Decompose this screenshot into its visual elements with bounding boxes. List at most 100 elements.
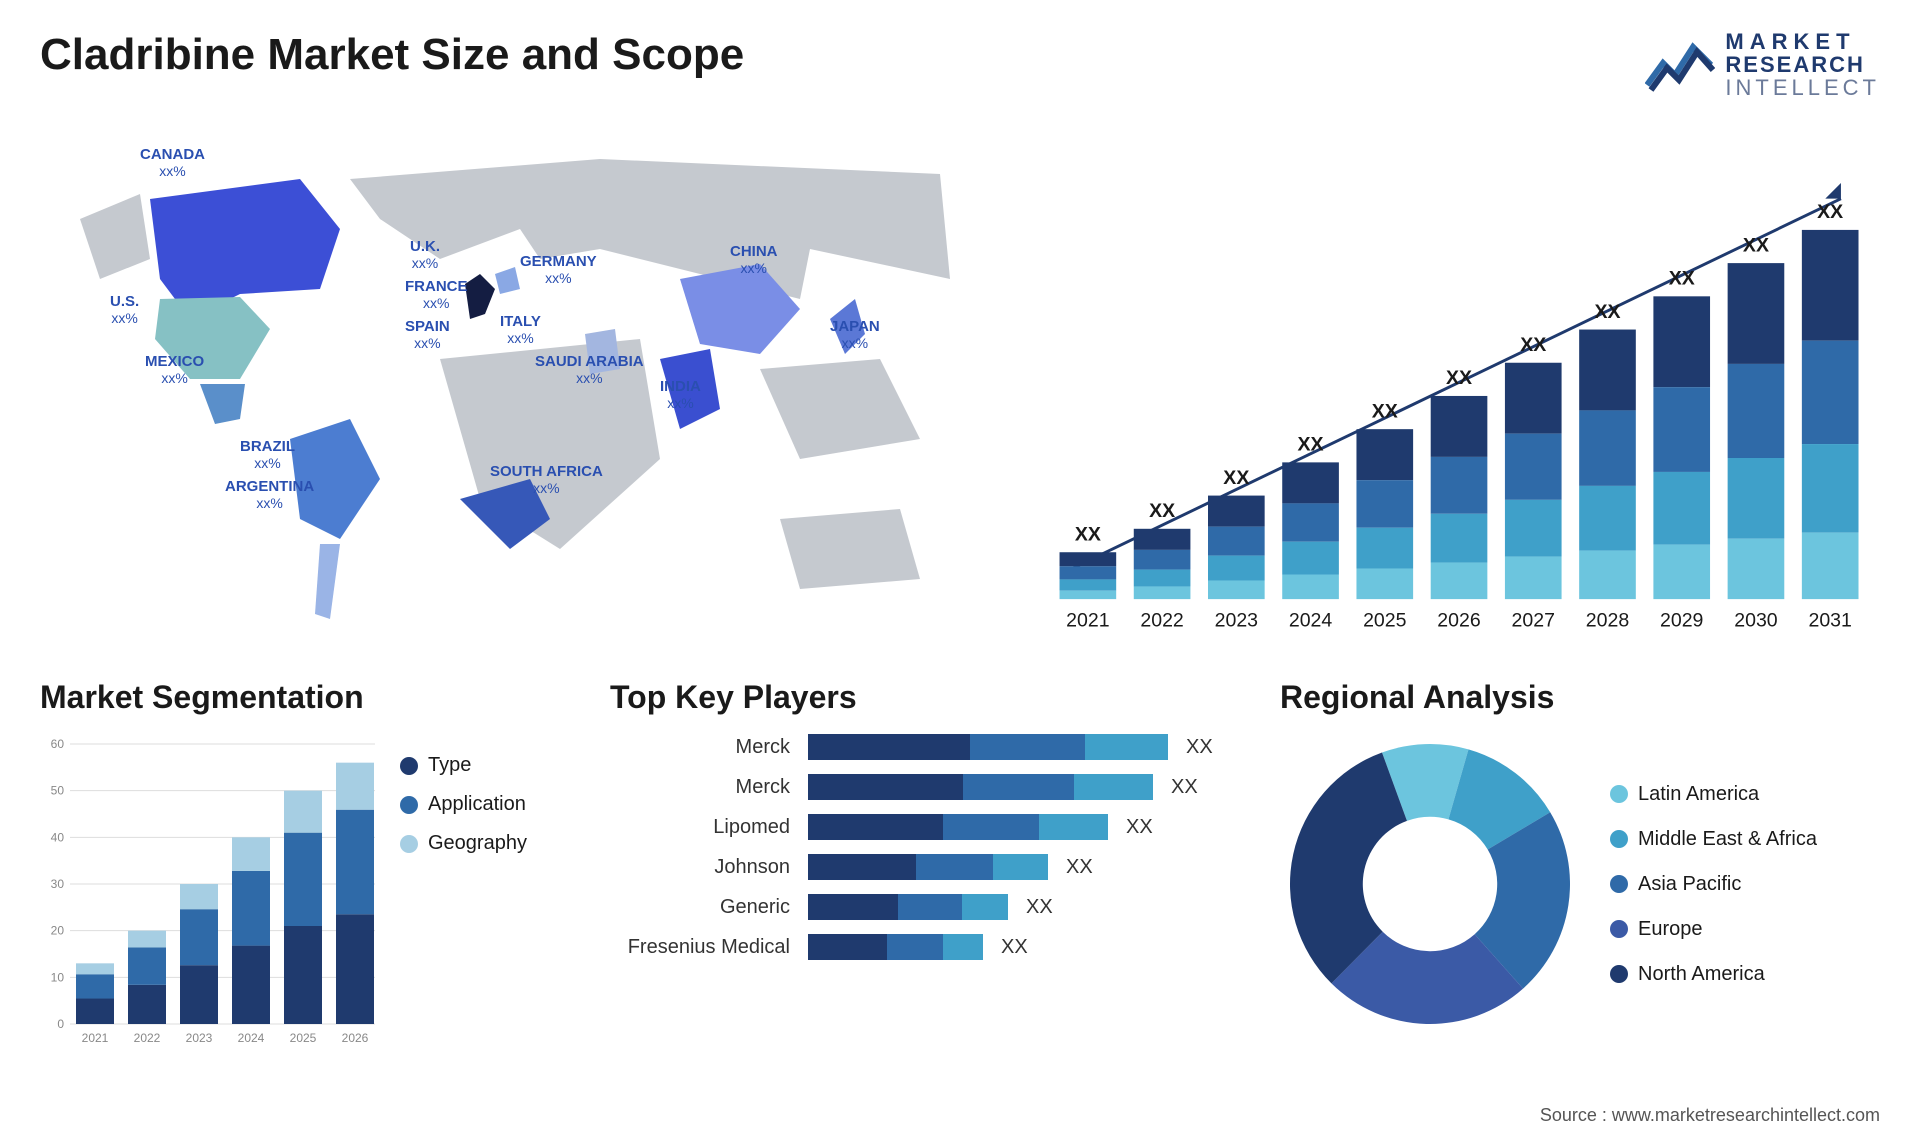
svg-text:2024: 2024 — [1289, 610, 1333, 632]
key-player-bar — [808, 774, 1153, 800]
regional-legend: Latin America Middle East & Africa Asia Pa… — [1610, 783, 1817, 986]
key-player-value: XX — [1001, 936, 1028, 959]
segmentation-bar-chart: 0 10 20 30 40 50 60 2021 2022 2023 2024 2025 2026 — [40, 734, 380, 1054]
svg-text:20: 20 — [51, 924, 65, 938]
map-label: SOUTH AFRICAxx% — [490, 464, 603, 497]
segmentation-legend: Type Application Geography — [400, 734, 527, 1054]
map-label: ITALYxx% — [500, 314, 541, 347]
svg-text:XX: XX — [1075, 524, 1101, 546]
svg-text:2027: 2027 — [1512, 610, 1555, 632]
map-label: BRAZILxx% — [240, 439, 295, 472]
legend-item: Europe — [1610, 918, 1817, 941]
svg-text:10: 10 — [51, 971, 65, 985]
key-player-bar — [808, 734, 1168, 760]
logo-mark-icon — [1645, 35, 1715, 95]
svg-text:XX: XX — [1223, 467, 1249, 489]
key-player-bar — [808, 814, 1108, 840]
legend-item: North America — [1610, 963, 1817, 986]
key-player-row: Generic XX — [610, 894, 1250, 920]
svg-text:2025: 2025 — [290, 1031, 317, 1045]
legend-item: Middle East & Africa — [1610, 828, 1817, 851]
svg-text:XX: XX — [1743, 235, 1769, 257]
key-player-value: XX — [1186, 736, 1213, 759]
svg-text:2026: 2026 — [342, 1031, 369, 1045]
map-label: SPAINxx% — [405, 319, 450, 352]
svg-text:40: 40 — [51, 831, 65, 845]
legend-item: Latin America — [1610, 783, 1817, 806]
map-label: U.S.xx% — [110, 294, 139, 327]
logo-line-3: INTELLECT — [1725, 76, 1880, 99]
svg-text:2030: 2030 — [1734, 610, 1778, 632]
regional-title: Regional Analysis — [1280, 679, 1880, 716]
key-player-value: XX — [1026, 896, 1053, 919]
map-label: INDIAxx% — [660, 379, 701, 412]
svg-text:2024: 2024 — [238, 1031, 265, 1045]
key-player-value: XX — [1066, 856, 1093, 879]
map-label: SAUDI ARABIAxx% — [535, 354, 644, 387]
map-label: MEXICOxx% — [145, 354, 204, 387]
source-attribution: Source : www.marketresearchintellect.com — [1540, 1105, 1880, 1126]
key-player-bar — [808, 894, 1008, 920]
key-player-label: Generic — [610, 896, 790, 919]
regional-donut-chart — [1280, 734, 1580, 1034]
key-player-value: XX — [1171, 776, 1198, 799]
svg-text:2029: 2029 — [1660, 610, 1703, 632]
svg-text:60: 60 — [51, 737, 65, 751]
legend-item: Type — [400, 754, 527, 777]
svg-text:2022: 2022 — [134, 1031, 161, 1045]
map-label: FRANCExx% — [405, 279, 468, 312]
svg-text:2023: 2023 — [1215, 610, 1258, 632]
key-player-row: Merck XX — [610, 774, 1250, 800]
svg-text:50: 50 — [51, 784, 65, 798]
growth-chart-panel: XX 2021 XX 2022 XX 2023 XX 2024 XX 2025 XX 2026 XX 20… — [1040, 119, 1880, 659]
key-players-panel: Top Key Players MerckXXMerckXXLipomedXXJ… — [610, 679, 1250, 1054]
key-players-title: Top Key Players — [610, 679, 1250, 716]
svg-text:2025: 2025 — [1363, 610, 1407, 632]
svg-text:2031: 2031 — [1808, 610, 1851, 632]
svg-text:XX: XX — [1520, 334, 1546, 356]
segmentation-panel: Market Segmentation 0 10 20 30 40 50 60 2021 202… — [40, 679, 580, 1054]
key-player-value: XX — [1126, 816, 1153, 839]
map-label: ARGENTINAxx% — [225, 479, 314, 512]
legend-item: Asia Pacific — [1610, 873, 1817, 896]
world-map — [40, 119, 1000, 659]
svg-text:XX: XX — [1669, 268, 1695, 290]
map-label: JAPANxx% — [830, 319, 880, 352]
logo-line-2: RESEARCH — [1725, 53, 1880, 76]
world-map-panel: CANADAxx%U.S.xx%MEXICOxx%BRAZILxx%ARGENT… — [40, 119, 1000, 659]
key-player-bar — [808, 934, 983, 960]
svg-text:2023: 2023 — [186, 1031, 213, 1045]
key-player-bar — [808, 854, 1048, 880]
key-player-row: LipomedXX — [610, 814, 1250, 840]
svg-text:2026: 2026 — [1437, 610, 1480, 632]
svg-text:0: 0 — [57, 1017, 64, 1031]
key-player-label: Merck — [610, 776, 790, 799]
svg-text:XX: XX — [1298, 434, 1324, 456]
legend-item: Geography — [400, 832, 527, 855]
svg-text:2022: 2022 — [1140, 610, 1183, 632]
brand-logo: MARKET RESEARCH INTELLECT — [1645, 30, 1880, 99]
map-label: U.K.xx% — [410, 239, 440, 272]
svg-text:30: 30 — [51, 877, 65, 891]
key-players-chart: MerckXXMerckXXLipomedXXJohnsonXXGenericX… — [610, 734, 1250, 960]
logo-line-1: MARKET — [1725, 30, 1880, 53]
key-player-label: Fresenius Medical — [610, 936, 790, 959]
map-label: GERMANYxx% — [520, 254, 597, 287]
segmentation-title: Market Segmentation — [40, 679, 580, 716]
key-player-label: Johnson — [610, 856, 790, 879]
svg-text:XX: XX — [1594, 301, 1620, 323]
svg-text:2021: 2021 — [1066, 610, 1109, 632]
svg-text:XX: XX — [1817, 201, 1843, 223]
svg-text:2028: 2028 — [1586, 610, 1629, 632]
map-label: CHINAxx% — [730, 244, 778, 277]
key-player-label: Merck — [610, 736, 790, 759]
svg-text:XX: XX — [1372, 401, 1398, 423]
svg-text:2021: 2021 — [82, 1031, 109, 1045]
legend-item: Application — [400, 793, 527, 816]
key-player-row: Merck XX — [610, 734, 1250, 760]
page-title: Cladribine Market Size and Scope — [40, 30, 744, 80]
key-player-row: Fresenius Medical XX — [610, 934, 1250, 960]
regional-panel: Regional Analysis Latin America Middle Ea… — [1280, 679, 1880, 1054]
svg-text:XX: XX — [1446, 368, 1472, 390]
svg-text:XX: XX — [1149, 500, 1175, 522]
